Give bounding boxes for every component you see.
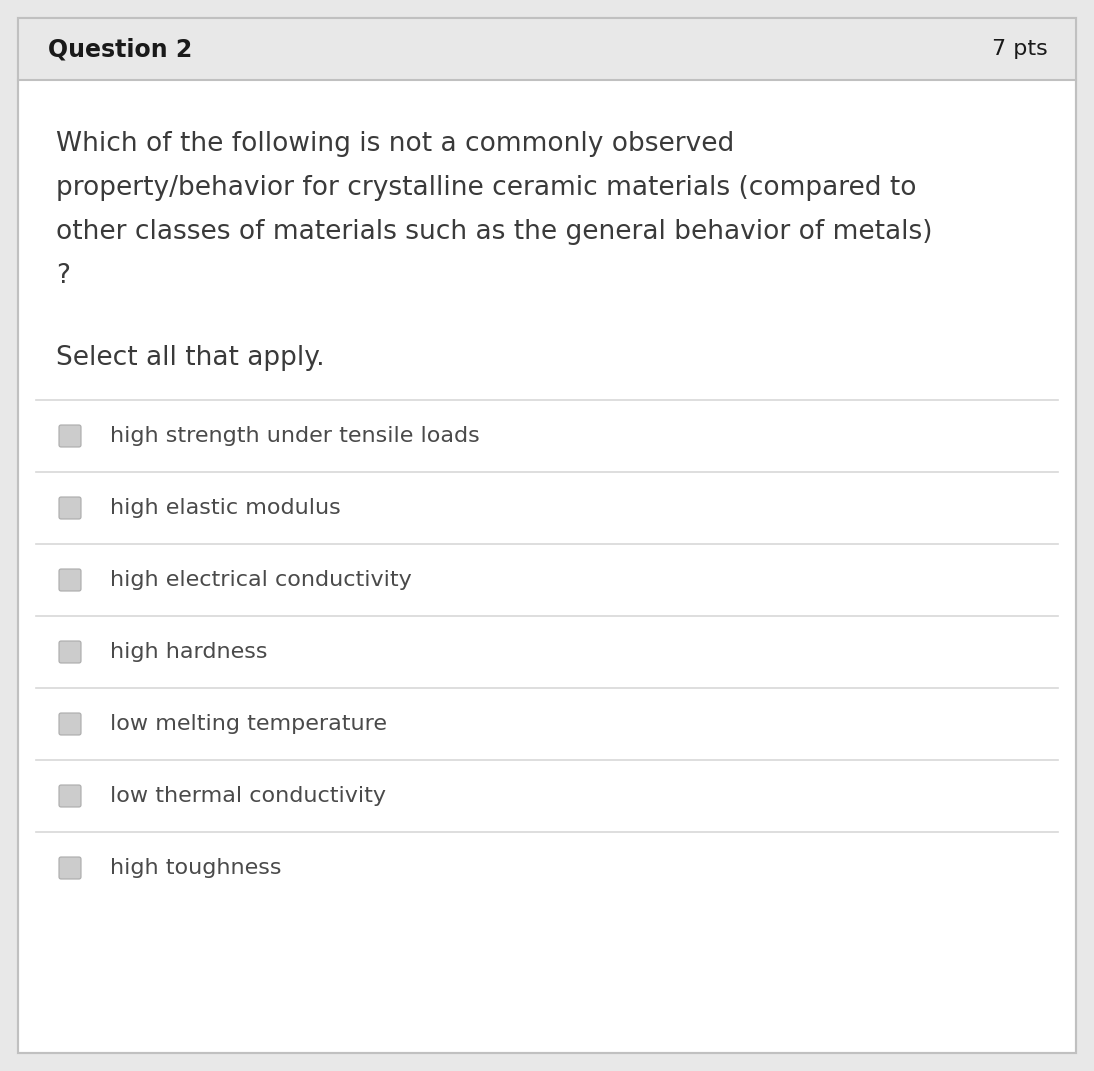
FancyBboxPatch shape [59, 785, 81, 808]
FancyBboxPatch shape [59, 642, 81, 663]
Text: Which of the following is not a commonly observed: Which of the following is not a commonly… [56, 131, 734, 157]
Text: low thermal conductivity: low thermal conductivity [110, 786, 386, 806]
FancyBboxPatch shape [59, 713, 81, 735]
Text: high elastic modulus: high elastic modulus [110, 498, 340, 518]
Text: high electrical conductivity: high electrical conductivity [110, 570, 411, 590]
Text: Question 2: Question 2 [48, 37, 193, 61]
FancyBboxPatch shape [59, 857, 81, 879]
Text: 7 pts: 7 pts [992, 39, 1048, 59]
Text: Select all that apply.: Select all that apply. [56, 345, 325, 371]
Text: high strength under tensile loads: high strength under tensile loads [110, 426, 480, 446]
FancyBboxPatch shape [59, 569, 81, 591]
Text: property/behavior for crystalline ceramic materials (compared to: property/behavior for crystalline cerami… [56, 175, 917, 201]
Text: ?: ? [56, 263, 70, 289]
FancyBboxPatch shape [59, 497, 81, 519]
Text: low melting temperature: low melting temperature [110, 714, 387, 734]
Text: high hardness: high hardness [110, 642, 268, 662]
Text: high toughness: high toughness [110, 858, 281, 878]
Bar [18, 18, 1076, 80]
Text: other classes of materials such as the general behavior of metals): other classes of materials such as the g… [56, 218, 932, 245]
FancyBboxPatch shape [59, 425, 81, 447]
